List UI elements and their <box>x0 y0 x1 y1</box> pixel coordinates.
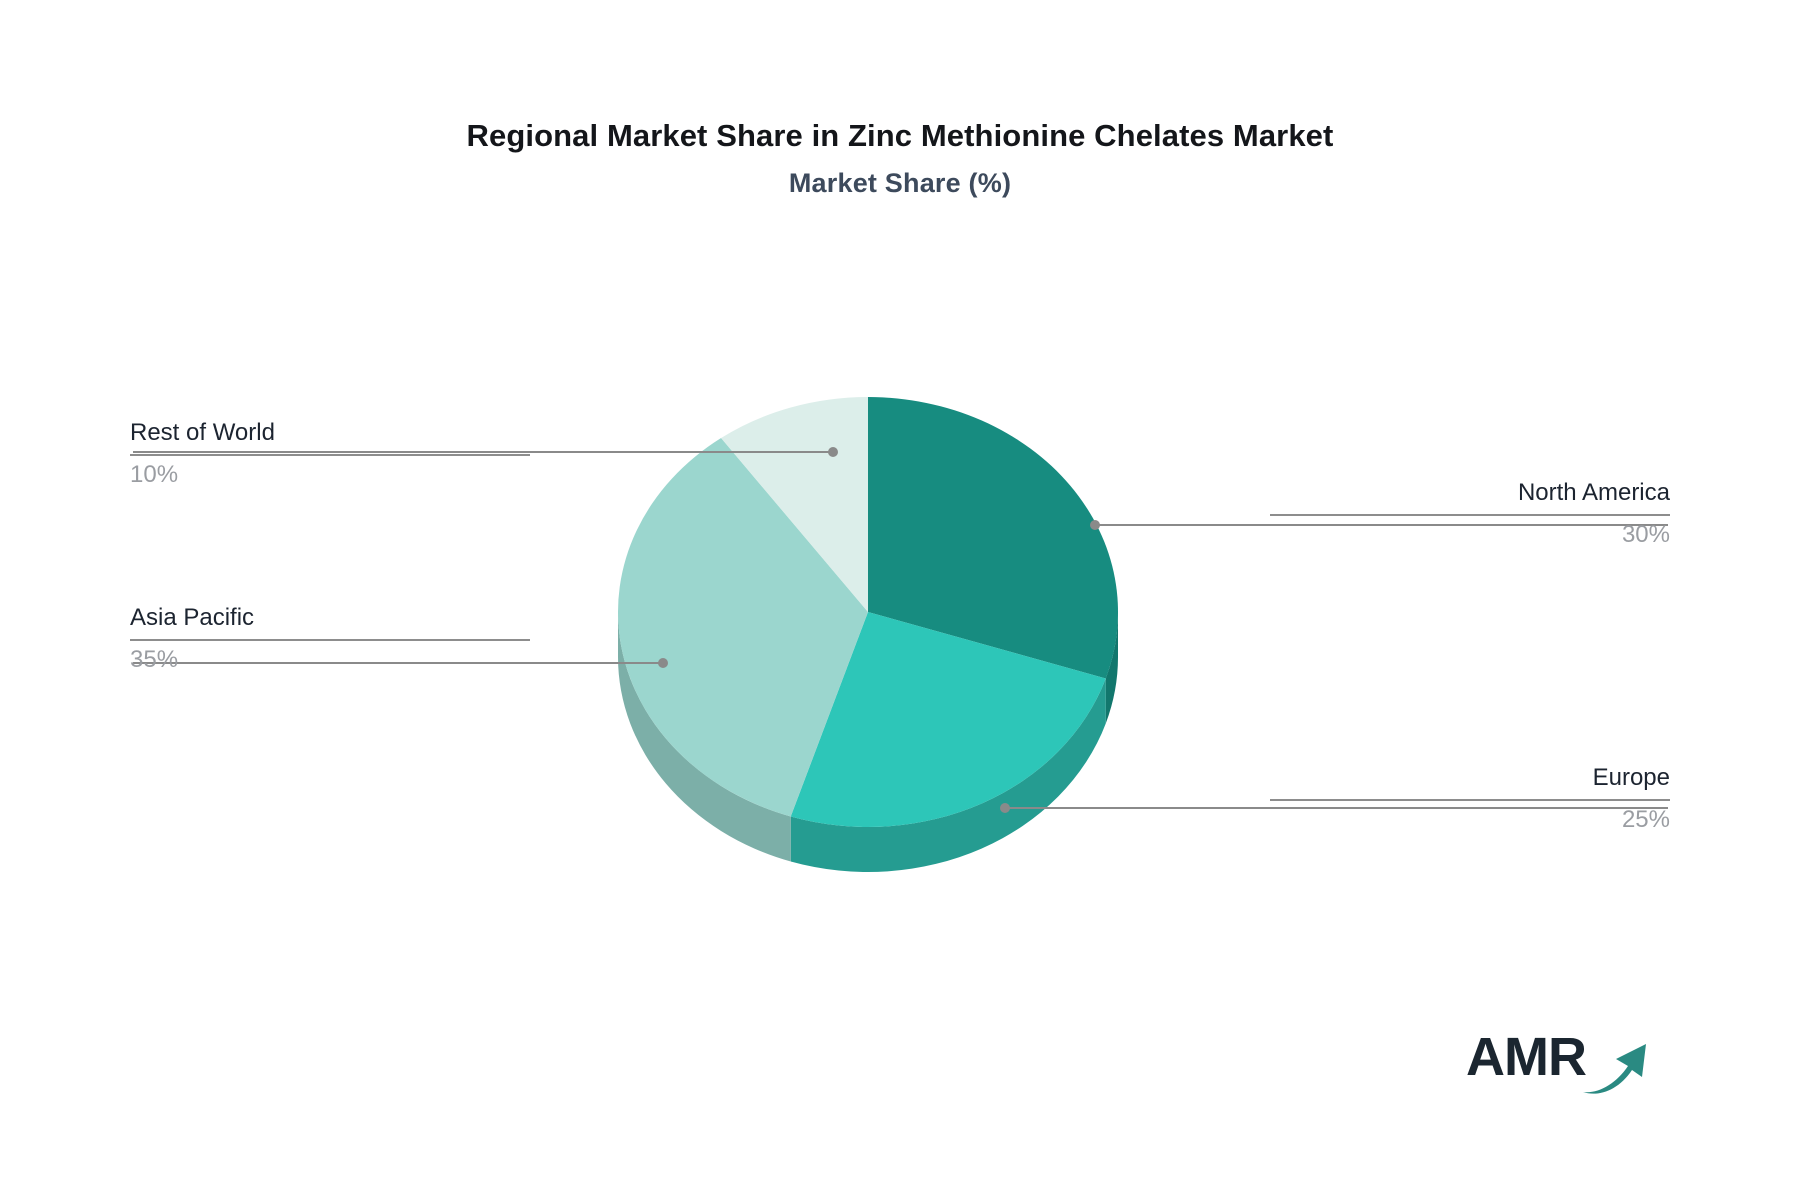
callout-north-america-label: North America <box>1517 479 1670 506</box>
callout-rest-of-world-rule <box>130 453 530 456</box>
callout-asia-pacific[interactable]: Asia Pacific 35% <box>130 604 530 674</box>
amr-logo-text: AMR <box>1466 1027 1587 1087</box>
pie-slice-europe[interactable] <box>790 612 1106 827</box>
pie-chart-svg <box>618 397 1118 872</box>
callout-north-america[interactable]: North America 30% <box>1270 479 1670 549</box>
chart-subtitle: Market Share (%) <box>788 168 1012 198</box>
callout-asia-pacific-label: Asia Pacific <box>130 604 255 631</box>
callout-north-america-value: 30% <box>1621 520 1670 548</box>
callout-europe-label: Europe <box>1592 764 1670 791</box>
callout-asia-pacific-rule <box>130 638 530 641</box>
callout-asia-pacific-value: 35% <box>130 645 179 673</box>
pie-depth-band <box>618 612 1118 872</box>
callout-europe-rule <box>1270 798 1670 801</box>
pie-depth-north-america <box>1105 612 1118 724</box>
upward-trend-arrow-icon <box>1583 1044 1646 1094</box>
callout-europe[interactable]: Europe 25% <box>1270 764 1670 834</box>
pie-depth-europe <box>790 678 1106 872</box>
pie-top-face <box>618 397 1118 827</box>
callout-rest-of-world-label: Rest of World <box>130 419 275 446</box>
pie-chart <box>578 372 1238 932</box>
callout-rest-of-world[interactable]: Rest of World 10% <box>130 419 530 489</box>
callout-north-america-rule <box>1270 513 1670 516</box>
callout-rest-of-world-value: 10% <box>130 460 179 488</box>
pie-depth-asia-pacific <box>618 612 791 862</box>
amr-logo: AMR <box>1466 1030 1646 1102</box>
pie-slice-north-america[interactable] <box>868 397 1118 679</box>
pie-slice-asia-pacific[interactable] <box>618 438 868 817</box>
callout-europe-value: 25% <box>1621 805 1670 833</box>
page-title: Regional Market Share in Zinc Methionine… <box>466 118 1334 153</box>
